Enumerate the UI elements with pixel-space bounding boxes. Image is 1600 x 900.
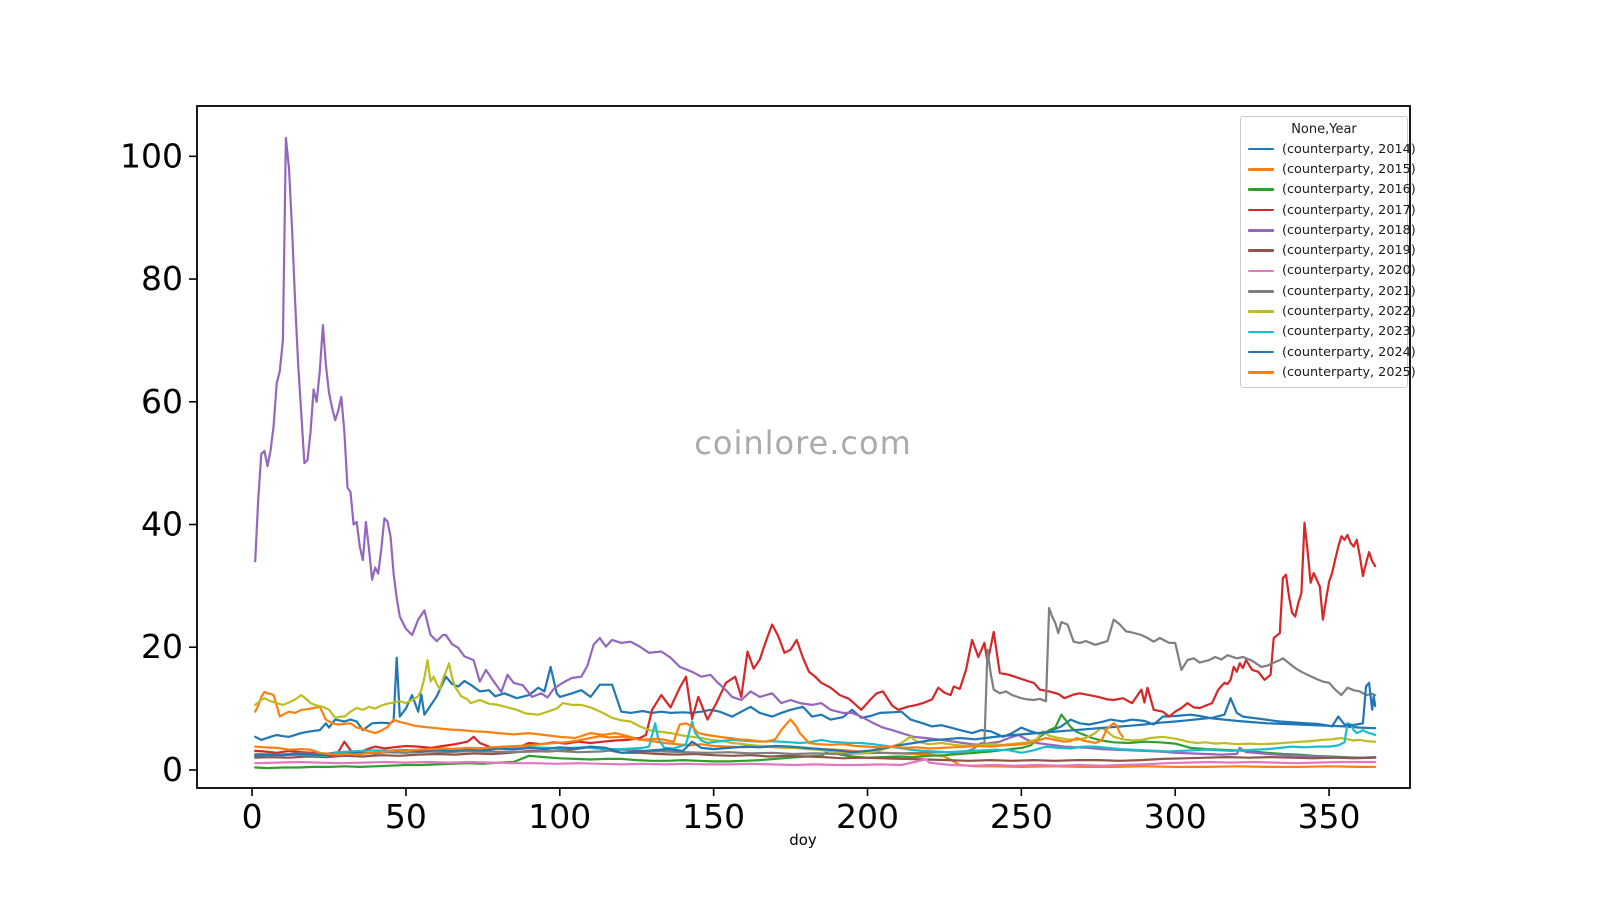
legend-item-2020: (counterparty, 2020) — [1241, 261, 1416, 281]
series-line-2019 — [254, 745, 1377, 762]
legend-label: (counterparty, 2018) — [1282, 222, 1416, 238]
legend-label: (counterparty, 2020) — [1282, 263, 1416, 279]
x-axis-label: doy — [789, 831, 817, 849]
legend-items: (counterparty, 2014) (counterparty, 2015)… — [1241, 139, 1416, 383]
y-tick-label: 60 — [141, 382, 183, 421]
series-line-2014 — [254, 656, 1377, 742]
x-tick-label: 150 — [682, 797, 745, 836]
series-line-2024 — [254, 681, 1377, 757]
x-tick-label: 350 — [1298, 797, 1361, 836]
legend-item-2016: (counterparty, 2016) — [1241, 180, 1416, 200]
legend-swatch — [1248, 310, 1274, 313]
legend-item-2014: (counterparty, 2014) — [1241, 139, 1416, 159]
legend-label: (counterparty, 2024) — [1282, 344, 1416, 360]
y-tick-label: 80 — [141, 259, 183, 298]
legend-item-2017: (counterparty, 2017) — [1241, 200, 1416, 220]
legend-item-2024: (counterparty, 2024) — [1241, 342, 1416, 362]
legend-label: (counterparty, 2016) — [1282, 182, 1416, 198]
x-tick-label: 200 — [836, 797, 899, 836]
legend-label: (counterparty, 2025) — [1282, 364, 1416, 380]
legend-label: (counterparty, 2014) — [1282, 141, 1416, 157]
legend-item-2025: (counterparty, 2025) — [1241, 362, 1416, 382]
legend-swatch — [1248, 208, 1274, 212]
legend-label: (counterparty, 2017) — [1282, 202, 1416, 218]
legend-item-2019: (counterparty, 2019) — [1241, 240, 1416, 260]
y-tick-label: 20 — [141, 627, 183, 666]
y-tick-label: 40 — [141, 505, 183, 544]
series-line-2018 — [254, 136, 1377, 759]
legend-title: None,Year — [1291, 122, 1357, 137]
plot-frame — [196, 105, 1411, 789]
legend-item-2018: (counterparty, 2018) — [1241, 220, 1416, 240]
y-tick-label: 0 — [162, 750, 183, 789]
legend-item-2022: (counterparty, 2022) — [1241, 301, 1416, 321]
x-tick-label: 250 — [990, 797, 1053, 836]
legend-label: (counterparty, 2022) — [1282, 304, 1416, 320]
legend-swatch — [1248, 371, 1274, 374]
x-tick-label: 100 — [528, 797, 591, 836]
legend-swatch — [1248, 229, 1274, 232]
legend-swatch — [1248, 168, 1274, 171]
x-tick-label: 0 — [242, 797, 263, 836]
series-line-2022 — [254, 658, 1377, 754]
legend-swatch — [1248, 330, 1274, 334]
x-tick-label: 50 — [385, 797, 427, 836]
legend-label: (counterparty, 2015) — [1282, 161, 1416, 177]
series-line-2016 — [254, 713, 1377, 770]
legend-swatch — [1248, 269, 1274, 273]
y-tick-label: 100 — [120, 136, 183, 175]
legend-swatch — [1248, 249, 1274, 252]
legend-label: (counterparty, 2021) — [1282, 283, 1416, 299]
legend-label: (counterparty, 2019) — [1282, 243, 1416, 259]
legend-item-2023: (counterparty, 2023) — [1241, 322, 1416, 342]
series-line-2020 — [254, 757, 1377, 767]
watermark: coinlore.com — [694, 424, 912, 462]
legend-swatch — [1248, 188, 1274, 192]
legend-label: (counterparty, 2023) — [1282, 324, 1416, 340]
legend-swatch — [1248, 147, 1274, 151]
legend-item-2015: (counterparty, 2015) — [1241, 159, 1416, 179]
legend-item-2021: (counterparty, 2021) — [1241, 281, 1416, 301]
series-line-2025 — [254, 718, 1125, 756]
x-tick-label: 300 — [1144, 797, 1207, 836]
legend-swatch — [1248, 289, 1274, 293]
legend-swatch — [1248, 350, 1274, 354]
legend: None,Year (counterparty, 2014) (counterpa… — [1240, 116, 1416, 388]
